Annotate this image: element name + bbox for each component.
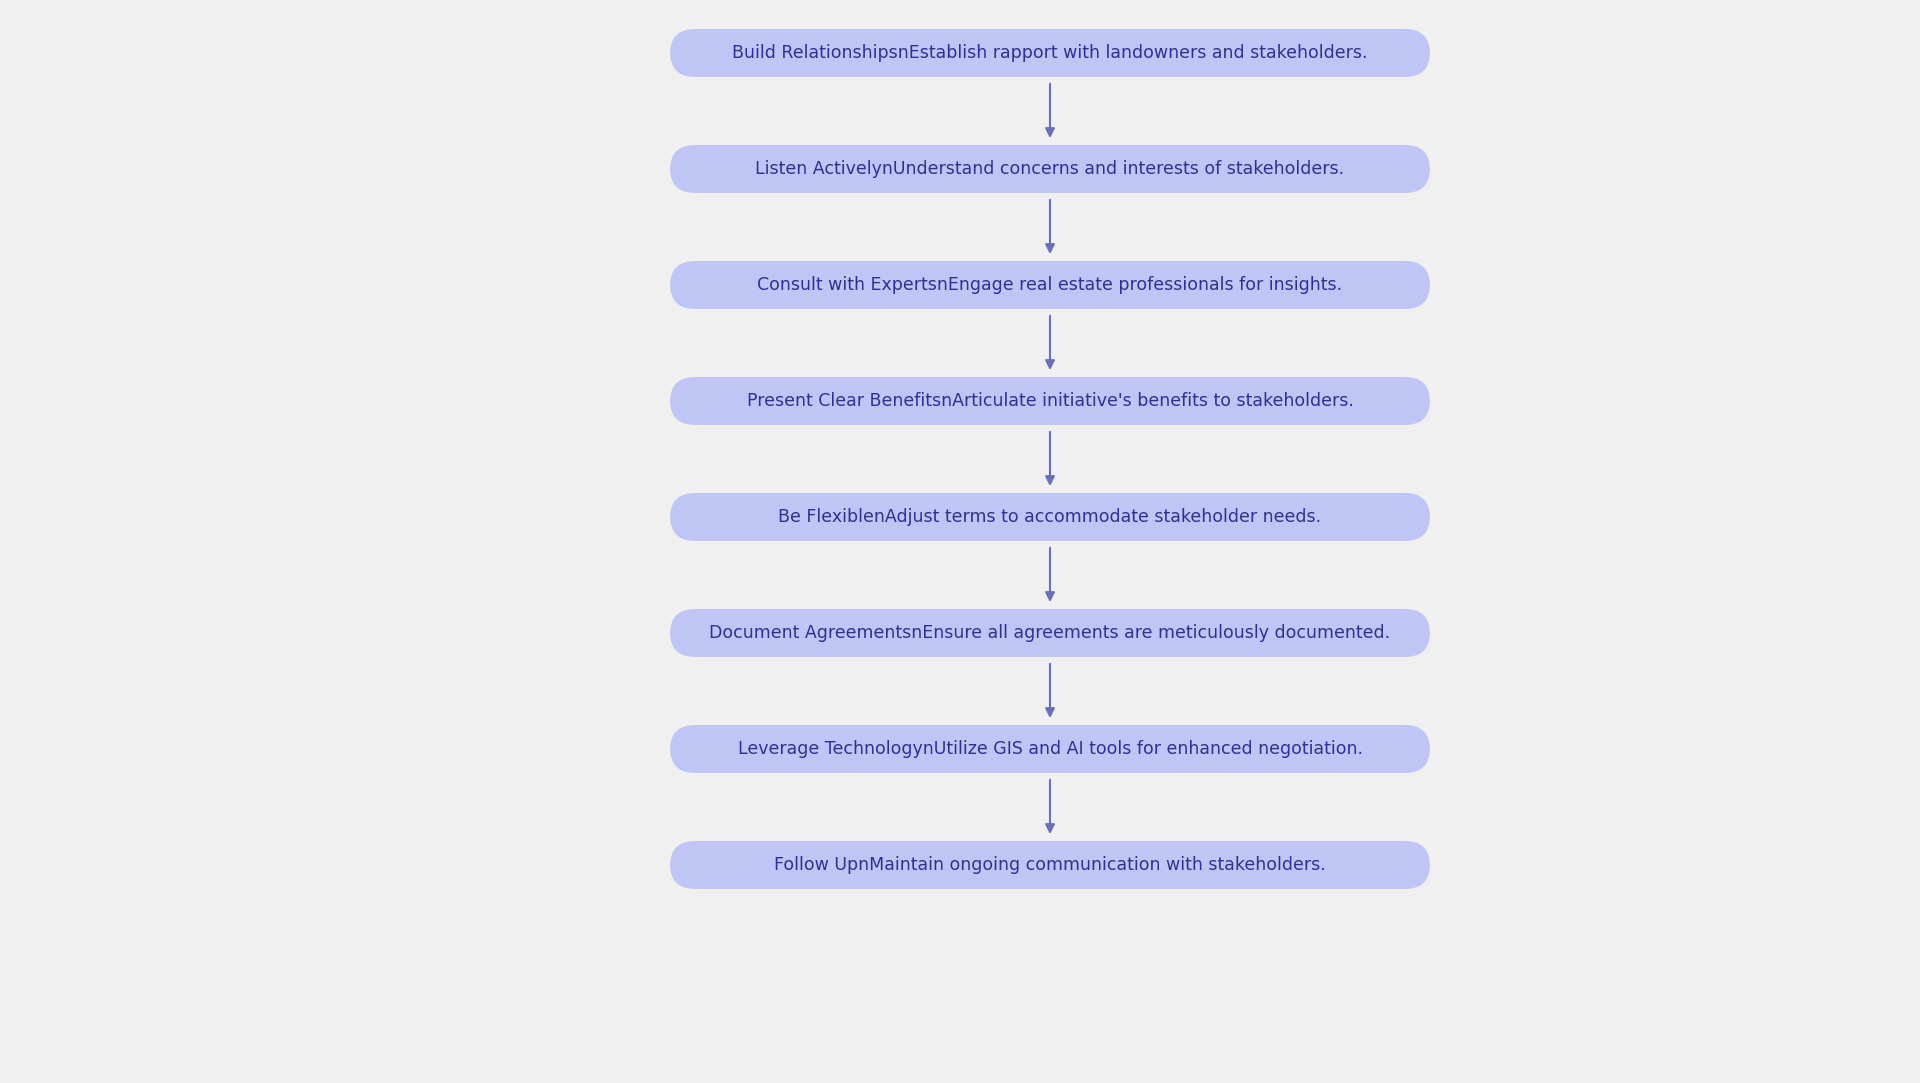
FancyBboxPatch shape [670, 377, 1430, 425]
FancyBboxPatch shape [670, 145, 1430, 193]
Text: Present Clear BenefitsnArticulate initiative's benefits to stakeholders.: Present Clear BenefitsnArticulate initia… [747, 392, 1354, 410]
FancyBboxPatch shape [670, 493, 1430, 542]
FancyBboxPatch shape [670, 725, 1430, 773]
FancyBboxPatch shape [670, 29, 1430, 77]
FancyBboxPatch shape [670, 841, 1430, 889]
Text: Follow UpnMaintain ongoing communication with stakeholders.: Follow UpnMaintain ongoing communication… [774, 856, 1327, 874]
Text: Leverage TechnologynUtilize GIS and AI tools for enhanced negotiation.: Leverage TechnologynUtilize GIS and AI t… [737, 740, 1363, 758]
Text: Listen ActivelynUnderstand concerns and interests of stakeholders.: Listen ActivelynUnderstand concerns and … [755, 160, 1344, 178]
FancyBboxPatch shape [670, 261, 1430, 309]
Text: Be FlexiblenAdjust terms to accommodate stakeholder needs.: Be FlexiblenAdjust terms to accommodate … [778, 508, 1321, 526]
Text: Build RelationshipsnEstablish rapport with landowners and stakeholders.: Build RelationshipsnEstablish rapport wi… [732, 44, 1367, 62]
FancyBboxPatch shape [670, 609, 1430, 657]
Text: Consult with ExpertsnEngage real estate professionals for insights.: Consult with ExpertsnEngage real estate … [756, 276, 1342, 293]
Text: Document AgreementsnEnsure all agreements are meticulously documented.: Document AgreementsnEnsure all agreement… [708, 624, 1390, 642]
